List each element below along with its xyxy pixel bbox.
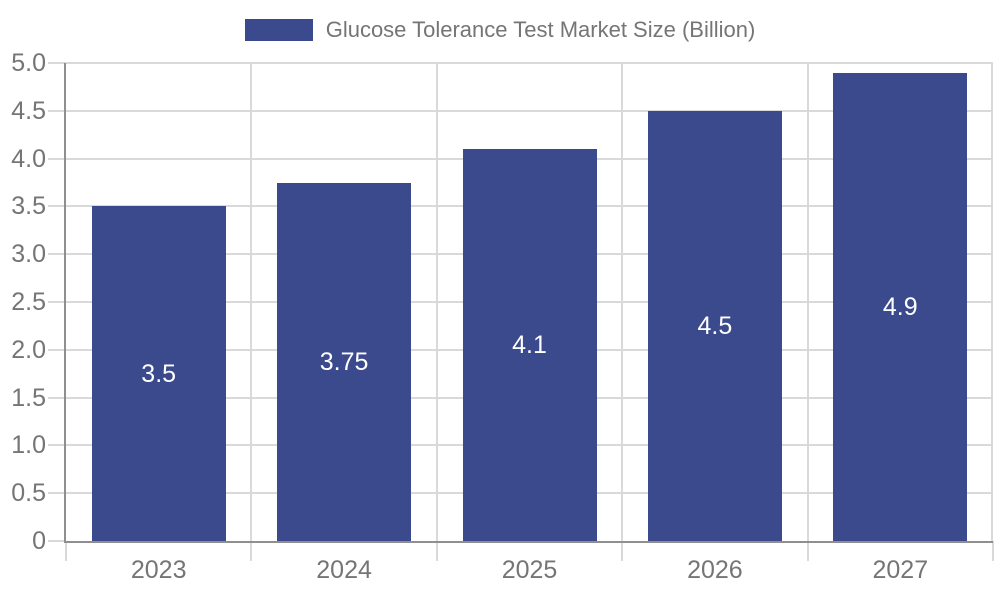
y-tick — [48, 301, 66, 303]
y-tick-label: 1.5 — [11, 383, 46, 412]
y-tick-label: 4.0 — [11, 144, 46, 173]
y-axis-line — [64, 63, 66, 541]
bar-2025 — [462, 149, 597, 541]
y-tick — [48, 205, 66, 208]
x-tick-label: 2025 — [501, 556, 558, 584]
y-tick-label: 5.0 — [11, 49, 46, 77]
y-tick — [48, 62, 66, 64]
legend: Glucose Tolerance Test Market Size (Bill… — [0, 17, 1000, 43]
y-tick-label: 0.5 — [11, 479, 46, 508]
x-tick-label: 2023 — [130, 556, 187, 584]
bar-value-label: 4.1 — [512, 331, 547, 360]
y-tick — [48, 540, 66, 542]
h-gridline — [66, 109, 993, 112]
x-tick — [65, 541, 67, 561]
y-tick-label: 3.5 — [11, 192, 46, 221]
y-tick-label: 2.5 — [11, 288, 46, 316]
y-tick-label: 4.5 — [11, 96, 46, 125]
legend-label: Glucose Tolerance Test Market Size (Bill… — [325, 17, 756, 42]
y-tick — [48, 396, 66, 399]
v-gridline — [250, 63, 253, 541]
x-tick-label: 2027 — [872, 556, 929, 584]
y-tick — [48, 444, 66, 447]
bar-2023 — [91, 206, 226, 541]
y-tick — [48, 348, 66, 351]
h-gridline — [66, 62, 993, 64]
x-tick — [806, 541, 809, 561]
bar-value-label: 4.5 — [697, 311, 733, 340]
x-axis-line — [64, 541, 993, 543]
y-tick-label: 3.0 — [11, 240, 46, 269]
x-tick — [992, 541, 994, 561]
v-gridline — [621, 63, 624, 541]
y-tick — [48, 109, 66, 112]
bar-value-label: 3.75 — [319, 347, 369, 376]
legend-swatch-icon — [244, 19, 313, 41]
x-tick-label: 2024 — [316, 556, 372, 584]
y-tick — [48, 157, 66, 160]
y-tick — [48, 492, 66, 495]
x-tick — [621, 541, 624, 561]
bar-2026 — [647, 110, 782, 541]
y-tick — [48, 253, 66, 256]
v-gridline — [806, 63, 809, 541]
x-tick — [435, 541, 438, 561]
right-border-line — [991, 63, 993, 541]
bar-value-label: 3.5 — [141, 359, 177, 388]
v-gridline — [435, 63, 438, 541]
bar-value-label: 4.9 — [882, 292, 918, 321]
y-tick-label: 0 — [32, 527, 46, 555]
bar-2024 — [277, 182, 412, 541]
y-tick-label: 2.0 — [11, 335, 46, 364]
y-tick-label: 1.0 — [11, 431, 46, 460]
x-tick-label: 2026 — [687, 556, 743, 584]
bar-2027 — [833, 72, 968, 541]
x-tick — [250, 541, 253, 561]
